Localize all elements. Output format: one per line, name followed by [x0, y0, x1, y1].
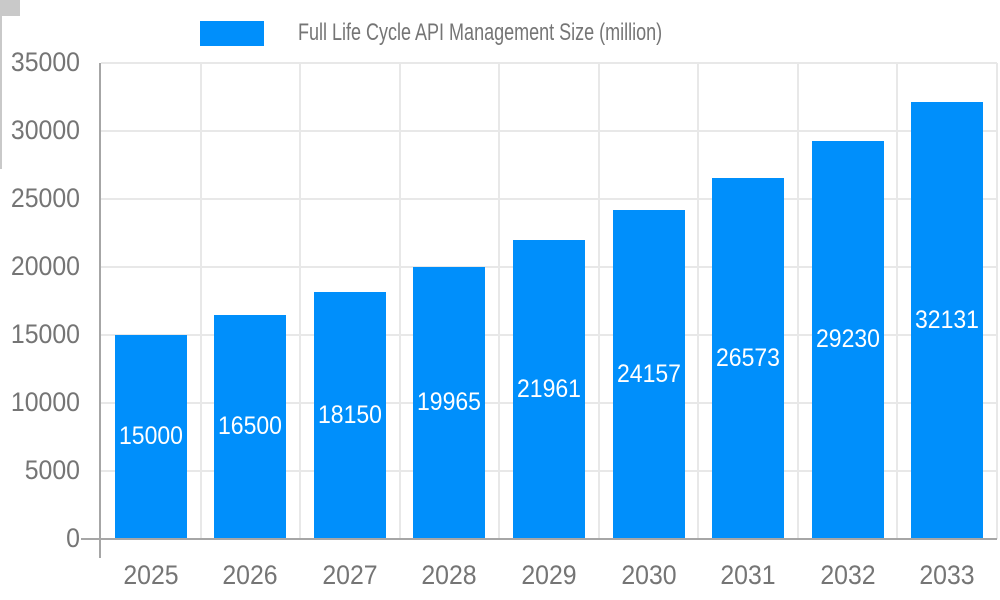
y-axis-tick-label: 0 — [66, 523, 80, 553]
bar-value-label: 32131 — [915, 306, 979, 334]
bar-value-label: 21961 — [517, 375, 581, 403]
bar-2025[interactable] — [115, 335, 187, 538]
bar-value-label: 26573 — [716, 344, 780, 372]
x-axis-tick — [0, 67, 2, 84]
bar-2033[interactable] — [911, 102, 983, 538]
bar-2029[interactable] — [513, 240, 585, 538]
y-axis-tick-label: 10000 — [10, 387, 81, 417]
y-axis-tick — [0, 0, 20, 2]
x-gridline — [598, 63, 600, 539]
x-axis-tick — [0, 84, 2, 101]
x-axis-tick-label: 2028 — [421, 560, 477, 590]
y-axis-tick-label: 5000 — [24, 455, 80, 485]
bar-2028[interactable] — [413, 267, 485, 538]
y-axis-tick — [0, 4, 20, 6]
x-axis-tick-label: 2027 — [322, 560, 378, 590]
y-gridline — [101, 62, 997, 64]
bar-2026[interactable] — [214, 315, 286, 538]
x-axis-tick-label: 2032 — [820, 560, 876, 590]
x-gridline — [797, 63, 799, 539]
bar-value-label: 16500 — [218, 412, 282, 440]
x-gridline — [896, 63, 898, 539]
y-axis-line — [99, 63, 101, 558]
x-axis-tick-label: 2030 — [621, 560, 677, 590]
y-axis-tick-label: 30000 — [10, 115, 81, 145]
x-axis-tick — [0, 152, 2, 169]
x-axis-tick — [0, 33, 2, 50]
x-axis-tick-label: 2025 — [123, 560, 179, 590]
bar-2030[interactable] — [613, 210, 685, 538]
x-gridline — [996, 63, 998, 539]
x-axis-tick-label: 2026 — [222, 560, 278, 590]
bar-value-label: 15000 — [119, 422, 183, 450]
x-gridline — [200, 63, 202, 539]
y-gridline — [101, 130, 997, 132]
bar-value-label: 18150 — [318, 401, 382, 429]
x-axis-tick-label: 2029 — [521, 560, 577, 590]
bar-value-label: 24157 — [617, 360, 681, 388]
x-axis-tick — [0, 101, 2, 118]
y-axis-tick — [0, 10, 20, 12]
x-axis-tick-label: 2033 — [919, 560, 975, 590]
y-axis-tick — [0, 8, 20, 10]
x-gridline — [697, 63, 699, 539]
bar-2027[interactable] — [314, 292, 386, 538]
x-gridline — [399, 63, 401, 539]
x-axis-tick — [0, 50, 2, 67]
x-axis-tick — [0, 118, 2, 135]
y-axis-tick — [0, 6, 20, 8]
y-axis-tick-label: 35000 — [10, 47, 81, 77]
x-axis-line — [81, 538, 997, 540]
x-axis-tick-label: 2031 — [720, 560, 776, 590]
bar-2031[interactable] — [712, 178, 784, 538]
y-gridline — [101, 198, 997, 200]
bar-2032[interactable] — [812, 141, 884, 538]
x-gridline — [299, 63, 301, 539]
y-axis-tick — [0, 12, 20, 14]
y-axis-tick-label: 15000 — [10, 319, 81, 349]
legend-item[interactable]: Full Life Cycle API Management Size (mil… — [200, 18, 784, 48]
y-axis-tick-label: 20000 — [10, 251, 81, 281]
y-axis-tick — [0, 14, 20, 16]
y-axis-tick — [0, 2, 20, 4]
x-axis-tick — [0, 135, 2, 152]
x-axis-tick — [0, 16, 2, 33]
bar-value-label: 19965 — [417, 388, 481, 416]
x-gridline — [498, 63, 500, 539]
legend-swatch — [200, 20, 264, 46]
legend-label: Full Life Cycle API Management Size (mil… — [298, 19, 663, 46]
bar-value-label: 29230 — [816, 325, 880, 353]
y-axis-tick-label: 25000 — [10, 183, 81, 213]
